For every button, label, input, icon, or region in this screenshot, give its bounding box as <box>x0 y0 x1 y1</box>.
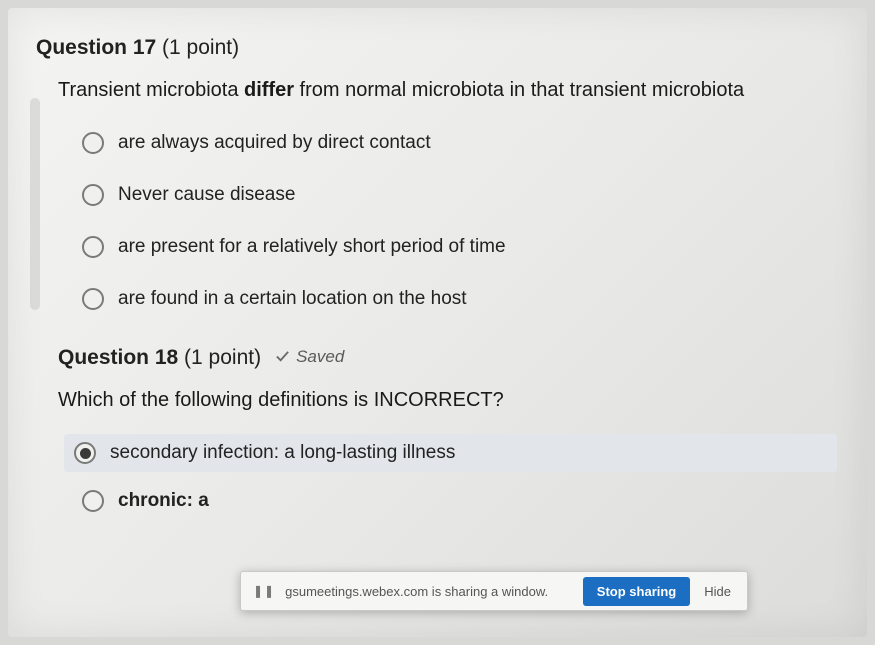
pause-icon[interactable]: ❚❚ <box>253 584 275 598</box>
option-label: secondary infection: a long-lasting illn… <box>110 442 455 464</box>
option-row-selected[interactable]: secondary infection: a long-lasting illn… <box>64 434 837 472</box>
question-18-header: Question 18 (1 point) Saved <box>30 346 837 370</box>
option-row[interactable]: are always acquired by direct contact <box>82 132 837 154</box>
option-label: are always acquired by direct contact <box>118 132 431 154</box>
question-18-title: Question 18 (1 point) <box>58 346 261 370</box>
option-row[interactable]: Never cause disease <box>82 184 837 206</box>
radio-unchecked[interactable] <box>82 490 104 512</box>
prompt-text: from normal microbiota in that transient… <box>294 79 744 101</box>
option-row[interactable]: are found in a certain location on the h… <box>82 288 837 310</box>
prompt-text: Transient microbiota <box>58 79 244 101</box>
question-18: Question 18 (1 point) Saved Which of the… <box>30 346 837 512</box>
radio-unchecked[interactable] <box>82 288 104 310</box>
stop-sharing-button[interactable]: Stop sharing <box>583 577 690 606</box>
share-domain: gsumeetings.webex.com <box>285 584 428 599</box>
option-label: are present for a relatively short perio… <box>118 236 506 258</box>
radio-dot <box>80 448 91 459</box>
option-label: chronic: a <box>118 490 209 512</box>
screen-share-bar: ❚❚ gsumeetings.webex.com is sharing a wi… <box>240 571 748 611</box>
option-row[interactable]: are present for a relatively short perio… <box>82 236 837 258</box>
question-number: Question 17 <box>36 36 156 59</box>
saved-indicator: Saved <box>275 347 344 367</box>
prompt-bold: differ <box>244 79 294 101</box>
hide-button[interactable]: Hide <box>700 578 735 605</box>
scrollbar-rail[interactable] <box>30 98 40 310</box>
check-icon <box>275 349 290 364</box>
question-17-header: Question 17 (1 point) <box>30 36 837 60</box>
question-18-body: Which of the following definitions is IN… <box>30 386 837 512</box>
radio-unchecked[interactable] <box>82 184 104 206</box>
question-points: (1 point) <box>162 36 239 59</box>
question-17-body: Transient microbiota differ from normal … <box>30 76 837 310</box>
saved-label: Saved <box>296 347 344 367</box>
question-18-options: secondary infection: a long-lasting illn… <box>58 434 837 472</box>
question-17-title: Question 17 (1 point) <box>36 36 239 60</box>
option-row[interactable]: chronic: a <box>58 490 837 512</box>
question-points: (1 point) <box>184 346 261 369</box>
radio-checked[interactable] <box>74 442 96 464</box>
option-label: Never cause disease <box>118 184 295 206</box>
quiz-screen: Question 17 (1 point) Transient microbio… <box>8 8 867 637</box>
question-number: Question 18 <box>58 346 178 369</box>
question-17: Question 17 (1 point) Transient microbio… <box>30 36 837 310</box>
radio-unchecked[interactable] <box>82 132 104 154</box>
radio-unchecked[interactable] <box>82 236 104 258</box>
share-message: gsumeetings.webex.com is sharing a windo… <box>285 584 573 599</box>
question-18-prompt: Which of the following definitions is IN… <box>58 386 837 414</box>
question-17-options: are always acquired by direct contact Ne… <box>58 132 837 310</box>
question-17-prompt: Transient microbiota differ from normal … <box>58 76 837 104</box>
option-label: are found in a certain location on the h… <box>118 288 467 310</box>
share-suffix: is sharing a window. <box>428 584 548 599</box>
